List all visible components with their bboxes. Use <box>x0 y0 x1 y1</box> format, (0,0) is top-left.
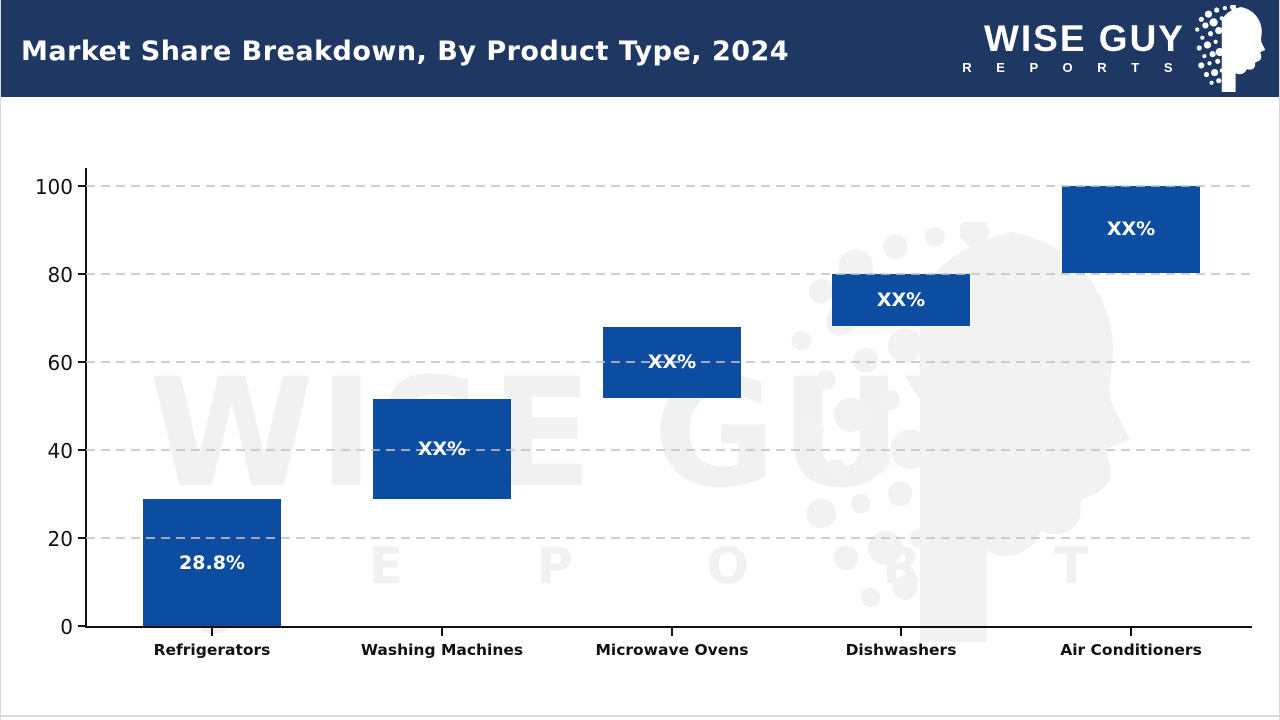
gridline-60 <box>86 361 1251 363</box>
y-tick-label-80: 80 <box>47 263 73 287</box>
brand-wordmark: WISE GUY <box>983 18 1185 59</box>
x-tick-label-washing-machines: Washing Machines <box>360 641 524 659</box>
brand-logo: WISE GUY R E P O R T S <box>962 20 1185 75</box>
wiseguy-face-icon <box>1195 5 1266 92</box>
x-tick-refrigerators <box>211 628 213 636</box>
y-tick-40 <box>78 449 86 451</box>
bar-label-refrigerators: 28.8% <box>179 551 245 574</box>
y-tick-label-20: 20 <box>47 527 73 551</box>
bar-label-dishwashers: XX% <box>876 288 926 311</box>
y-tick-label-40: 40 <box>47 439 73 463</box>
brand-subtitle: R E P O R T S <box>962 60 1183 75</box>
header-bar: Market Share Breakdown, By Product Type,… <box>1 0 1279 97</box>
y-tick-label-0: 0 <box>60 615 73 639</box>
x-tick-dishwashers <box>900 628 902 636</box>
x-tick-label-dishwashers: Dishwashers <box>845 641 957 659</box>
x-tick-microwave-ovens <box>671 628 673 636</box>
y-tick-100 <box>78 185 86 187</box>
x-tick-label-air-conditioners: Air Conditioners <box>1060 641 1202 659</box>
gridline-80 <box>86 273 1251 275</box>
x-tick-washing-machines <box>441 628 443 636</box>
bar-label-microwave-ovens: XX% <box>647 351 697 374</box>
bar-dishwashers <box>832 274 970 326</box>
bar-label-washing-machines: XX% <box>417 438 467 461</box>
bar-label-air-conditioners: XX% <box>1106 218 1156 241</box>
x-axis-line <box>85 626 1252 628</box>
bar-air-conditioners <box>1062 186 1200 273</box>
gridline-40 <box>86 449 1251 451</box>
watermark-face-icon <box>791 222 1130 642</box>
y-tick-80 <box>78 273 86 275</box>
y-tick-label-100: 100 <box>34 175 73 199</box>
y-tick-60 <box>78 361 86 363</box>
x-tick-air-conditioners <box>1130 628 1132 636</box>
y-tick-20 <box>78 537 86 539</box>
gridline-100 <box>86 185 1251 187</box>
page-title: Market Share Breakdown, By Product Type,… <box>21 36 790 67</box>
x-tick-label-refrigerators: Refrigerators <box>153 641 271 659</box>
y-tick-0 <box>78 625 86 627</box>
watermark-wordmark: WISE GUY <box>149 347 1019 521</box>
gridline-20 <box>86 537 1251 539</box>
y-axis-line <box>85 168 87 627</box>
x-tick-label-microwave-ovens: Microwave Ovens <box>595 641 749 659</box>
bar-refrigerators <box>143 499 281 626</box>
y-tick-label-60: 60 <box>47 351 73 375</box>
